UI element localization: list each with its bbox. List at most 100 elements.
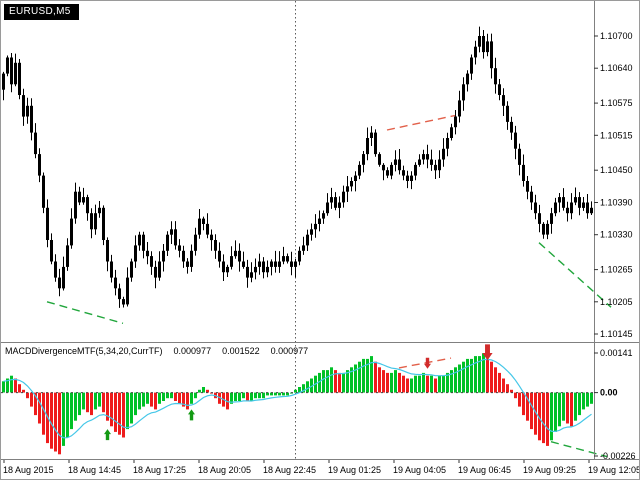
price-chart-area[interactable] (1, 1, 594, 343)
candle-body (294, 261, 297, 267)
candle-body (462, 84, 465, 101)
macd-bar (142, 392, 145, 407)
macd-bar (418, 375, 421, 393)
candlestick-series (2, 26, 593, 308)
macd-bar (34, 392, 37, 416)
macd-bar (302, 384, 305, 393)
macd-bar (590, 392, 593, 404)
candle-body (494, 68, 497, 85)
macd-bar (94, 392, 97, 410)
candle-body (362, 154, 365, 165)
candle-body (130, 261, 133, 278)
candle-body (222, 261, 225, 273)
indicator-label: MACDDivergenceMTF(5,34,20,CurrTF) 0.00097… (5, 346, 308, 356)
macd-bar (254, 392, 257, 399)
candle-body (518, 148, 521, 165)
candle-body (338, 202, 341, 208)
macd-bar (286, 392, 289, 396)
candle-body (210, 234, 213, 241)
macd-bar (554, 392, 557, 432)
macd-bar (30, 392, 33, 407)
macd-bar (194, 392, 197, 399)
candle-body (330, 197, 333, 203)
macd-bar (118, 392, 121, 435)
macd-bar (238, 392, 241, 401)
candle-body (434, 164, 437, 171)
macd-bar (326, 370, 329, 393)
candle-body (22, 95, 25, 117)
macd-bar (58, 392, 61, 455)
price-axis-label: 1.10330 (600, 230, 633, 240)
macd-bar (430, 375, 433, 393)
candle-body (202, 218, 205, 224)
indicator-axis-label: -0.00226 (600, 451, 636, 461)
macd-bar (126, 392, 129, 430)
candle-body (206, 223, 209, 235)
macd-bar (534, 392, 537, 435)
macd-bar (134, 392, 137, 416)
candle-body (346, 186, 349, 192)
candle-body (302, 245, 305, 251)
candle-body (230, 256, 233, 267)
macd-bar (6, 378, 9, 393)
time-axis-label: 18 Aug 17:25 (133, 465, 186, 475)
macd-bar (78, 392, 81, 416)
macd-bar (174, 392, 177, 401)
time-scale-axis[interactable] (1, 460, 640, 480)
macd-bar (306, 381, 309, 393)
candle-body (526, 181, 529, 192)
macd-bar (414, 375, 417, 393)
macd-bar (42, 392, 45, 435)
macd-bar (550, 392, 553, 441)
macd-bar (386, 372, 389, 393)
candle-body (106, 240, 109, 262)
candle-body (438, 159, 441, 171)
candle-body (98, 207, 101, 214)
price-scale-axis[interactable] (594, 1, 640, 459)
candle-body (118, 288, 121, 300)
macd-bar (382, 370, 385, 393)
macd-bar (562, 392, 565, 421)
candle-body (122, 299, 125, 305)
macd-bar (538, 392, 541, 441)
indicator-area[interactable] (1, 343, 594, 459)
candle-body (166, 234, 169, 251)
candle-body (562, 197, 565, 208)
candle-body (354, 175, 357, 181)
candle-body (538, 213, 541, 224)
macd-bar (406, 378, 409, 393)
candle-body (278, 261, 281, 267)
candle-body (182, 250, 185, 262)
price-axis-label: 1.10575 (600, 98, 633, 108)
candle-body (502, 95, 505, 106)
candle-body (358, 164, 361, 176)
price-axis-label: 1.10640 (600, 63, 633, 73)
candle-body (390, 164, 393, 176)
macd-bar (170, 392, 173, 399)
candle-body (290, 261, 293, 267)
macd-bar (502, 378, 505, 393)
price-divergence-line-3 (386, 114, 456, 131)
macd-bar (186, 392, 189, 410)
candle-body (570, 202, 573, 214)
candle-body (50, 240, 53, 262)
candle-body (190, 250, 193, 267)
candle-body (398, 159, 401, 171)
candle-body (282, 256, 285, 262)
macd-bar (582, 392, 585, 410)
buy-arrow-icon (104, 429, 111, 441)
macd-bar (518, 392, 521, 407)
candle-body (522, 164, 525, 181)
macd-bar (270, 392, 273, 396)
macd-bar (202, 387, 205, 393)
candle-body (262, 261, 265, 273)
candle-body (38, 154, 41, 176)
macd-bar (114, 392, 117, 432)
macd-bar (586, 392, 589, 407)
macd-bar (510, 389, 513, 393)
price-divergence-line-1 (46, 301, 124, 324)
candle-body (306, 234, 309, 246)
candle-body (310, 229, 313, 235)
candle-body (474, 46, 477, 58)
